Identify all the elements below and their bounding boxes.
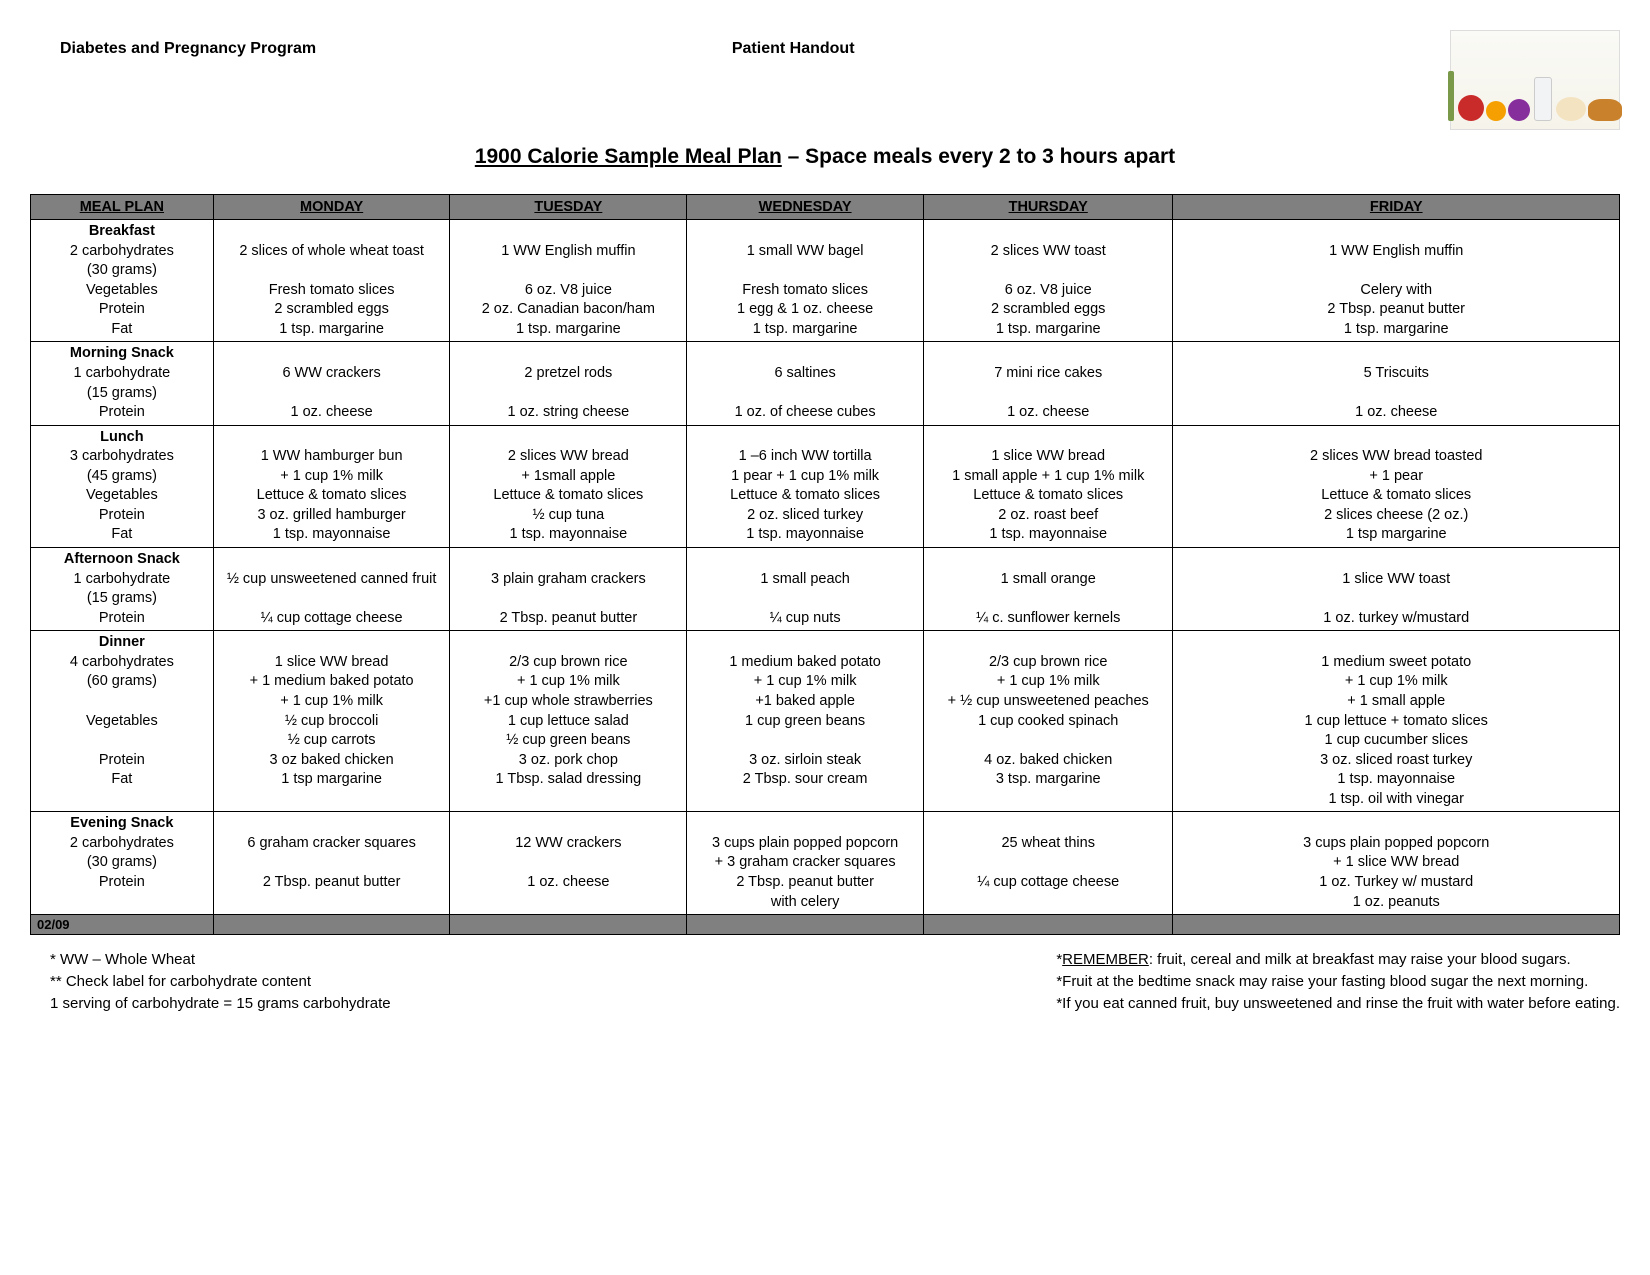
meal-plan-table: MEAL PLAN MONDAY TUESDAY WEDNESDAY THURS… bbox=[30, 194, 1620, 935]
meal-cell-tue: 2/3 cup brown rice + 1 cup 1% milk +1 cu… bbox=[450, 631, 687, 812]
meal-name: Breakfast bbox=[37, 222, 207, 242]
table-header-row: MEAL PLAN MONDAY TUESDAY WEDNESDAY THURS… bbox=[31, 195, 1620, 220]
meal-cell-wed: 6 saltines 1 oz. of cheese cubes bbox=[687, 342, 924, 425]
meal-cell-mon: 2 slices of whole wheat toast Fresh toma… bbox=[213, 220, 450, 342]
meal-label-lines: 1 carbohydrate (15 grams) Protein bbox=[37, 364, 207, 423]
meal-cell-fri: 2 slices WW bread toasted + 1 pear Lettu… bbox=[1173, 425, 1620, 547]
meal-label-lines: 2 carbohydrates (30 grams) Protein bbox=[37, 834, 207, 893]
table-row: Afternoon Snack1 carbohydrate (15 grams)… bbox=[31, 548, 1620, 631]
meal-cell-tue: 1 WW English muffin 6 oz. V8 juice 2 oz.… bbox=[450, 220, 687, 342]
footnotes: * WW – Whole Wheat ** Check label for ca… bbox=[30, 949, 1620, 1014]
meal-name: Dinner bbox=[37, 633, 207, 653]
meal-label-lines: 1 carbohydrate (15 grams) Protein bbox=[37, 570, 207, 629]
meal-cell-wed: 1 small peach ¼ cup nuts bbox=[687, 548, 924, 631]
meal-cell-fri: 1 medium sweet potato + 1 cup 1% milk + … bbox=[1173, 631, 1620, 812]
handout-label: Patient Handout bbox=[732, 40, 855, 58]
meal-cell-thu: 25 wheat thins ¼ cup cottage cheese bbox=[923, 812, 1172, 915]
table-footer-row: 02/09 bbox=[31, 915, 1620, 935]
footnote-left: * WW – Whole Wheat ** Check label for ca… bbox=[30, 949, 391, 1014]
meal-cell-fri: 3 cups plain popped popcorn + 1 slice WW… bbox=[1173, 812, 1620, 915]
meal-label-lines: 4 carbohydrates (60 grams) Vegetables Pr… bbox=[37, 653, 207, 790]
title-rest: – Space meals every 2 to 3 hours apart bbox=[782, 145, 1175, 168]
table-body: Breakfast2 carbohydrates (30 grams) Vege… bbox=[31, 220, 1620, 915]
col-friday: FRIDAY bbox=[1173, 195, 1620, 220]
meal-name: Morning Snack bbox=[37, 344, 207, 364]
meal-name: Afternoon Snack bbox=[37, 550, 207, 570]
program-name: Diabetes and Pregnancy Program bbox=[30, 30, 316, 58]
table-row: Morning Snack1 carbohydrate (15 grams) P… bbox=[31, 342, 1620, 425]
col-wednesday: WEDNESDAY bbox=[687, 195, 924, 220]
footnote-remember-label: REMEMBER bbox=[1062, 951, 1149, 968]
meal-cell-fri: 5 Triscuits 1 oz. cheese bbox=[1173, 342, 1620, 425]
meal-label-cell: Evening Snack2 carbohydrates (30 grams) … bbox=[31, 812, 214, 915]
meal-cell-mon: 1 slice WW bread + 1 medium baked potato… bbox=[213, 631, 450, 812]
meal-cell-thu: 7 mini rice cakes 1 oz. cheese bbox=[923, 342, 1172, 425]
meal-cell-tue: 12 WW crackers 1 oz. cheese bbox=[450, 812, 687, 915]
document-header: Diabetes and Pregnancy Program Patient H… bbox=[30, 30, 1620, 130]
table-row: Evening Snack2 carbohydrates (30 grams) … bbox=[31, 812, 1620, 915]
page-title: 1900 Calorie Sample Meal Plan – Space me… bbox=[30, 145, 1620, 169]
food-illustration bbox=[1450, 30, 1620, 130]
meal-cell-thu: 1 slice WW bread 1 small apple + 1 cup 1… bbox=[923, 425, 1172, 547]
col-monday: MONDAY bbox=[213, 195, 450, 220]
meal-label-cell: Morning Snack1 carbohydrate (15 grams) P… bbox=[31, 342, 214, 425]
col-thursday: THURSDAY bbox=[923, 195, 1172, 220]
meal-cell-wed: 1 medium baked potato + 1 cup 1% milk +1… bbox=[687, 631, 924, 812]
col-mealplan: MEAL PLAN bbox=[31, 195, 214, 220]
title-underlined: 1900 Calorie Sample Meal Plan bbox=[475, 145, 782, 168]
meal-label-cell: Afternoon Snack1 carbohydrate (15 grams)… bbox=[31, 548, 214, 631]
footnote-right: *REMEMBER: fruit, cereal and milk at bre… bbox=[1056, 949, 1620, 1014]
meal-label-lines: 3 carbohydrates (45 grams) Vegetables Pr… bbox=[37, 447, 207, 545]
table-row: Dinner4 carbohydrates (60 grams) Vegetab… bbox=[31, 631, 1620, 812]
col-tuesday: TUESDAY bbox=[450, 195, 687, 220]
meal-cell-wed: 1 small WW bagel Fresh tomato slices 1 e… bbox=[687, 220, 924, 342]
meal-cell-tue: 3 plain graham crackers 2 Tbsp. peanut b… bbox=[450, 548, 687, 631]
meal-cell-mon: ½ cup unsweetened canned fruit ¼ cup cot… bbox=[213, 548, 450, 631]
meal-cell-fri: 1 WW English muffin Celery with 2 Tbsp. … bbox=[1173, 220, 1620, 342]
table-row: Breakfast2 carbohydrates (30 grams) Vege… bbox=[31, 220, 1620, 342]
meal-cell-mon: 6 WW crackers 1 oz. cheese bbox=[213, 342, 450, 425]
meal-cell-thu: 2 slices WW toast 6 oz. V8 juice 2 scram… bbox=[923, 220, 1172, 342]
meal-name: Evening Snack bbox=[37, 814, 207, 834]
meal-cell-tue: 2 pretzel rods 1 oz. string cheese bbox=[450, 342, 687, 425]
meal-label-cell: Breakfast2 carbohydrates (30 grams) Vege… bbox=[31, 220, 214, 342]
meal-cell-tue: 2 slices WW bread + 1small apple Lettuce… bbox=[450, 425, 687, 547]
meal-cell-fri: 1 slice WW toast 1 oz. turkey w/mustard bbox=[1173, 548, 1620, 631]
meal-label-lines: 2 carbohydrates (30 grams) Vegetables Pr… bbox=[37, 242, 207, 340]
meal-label-cell: Dinner4 carbohydrates (60 grams) Vegetab… bbox=[31, 631, 214, 812]
meal-label-cell: Lunch3 carbohydrates (45 grams) Vegetabl… bbox=[31, 425, 214, 547]
meal-cell-thu: 2/3 cup brown rice + 1 cup 1% milk + ½ c… bbox=[923, 631, 1172, 812]
meal-cell-wed: 1 –6 inch WW tortilla 1 pear + 1 cup 1% … bbox=[687, 425, 924, 547]
meal-cell-mon: 1 WW hamburger bun + 1 cup 1% milk Lettu… bbox=[213, 425, 450, 547]
meal-cell-mon: 6 graham cracker squares 2 Tbsp. peanut … bbox=[213, 812, 450, 915]
meal-cell-wed: 3 cups plain popped popcorn + 3 graham c… bbox=[687, 812, 924, 915]
footer-date: 02/09 bbox=[31, 915, 214, 935]
meal-name: Lunch bbox=[37, 428, 207, 448]
meal-cell-thu: 1 small orange ¼ c. sunflower kernels bbox=[923, 548, 1172, 631]
table-row: Lunch3 carbohydrates (45 grams) Vegetabl… bbox=[31, 425, 1620, 547]
